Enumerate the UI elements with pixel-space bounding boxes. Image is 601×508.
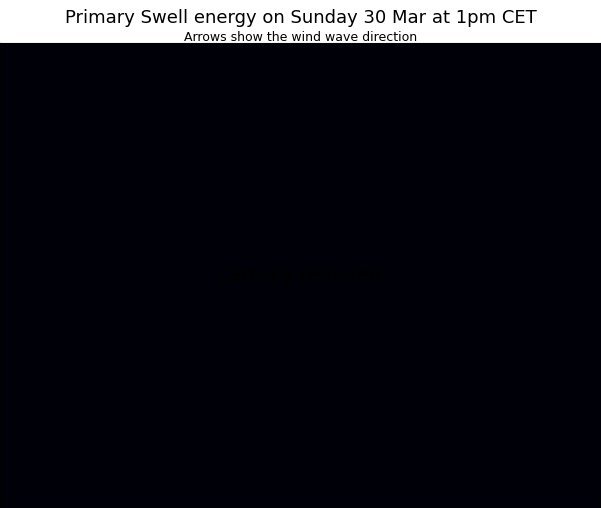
Text: Arrows show the wind wave direction: Arrows show the wind wave direction bbox=[184, 31, 417, 44]
Text: Primary Swell energy on Sunday 30 Mar at 1pm CET: Primary Swell energy on Sunday 30 Mar at… bbox=[65, 10, 536, 27]
Text: cartopy required: cartopy required bbox=[219, 266, 382, 285]
